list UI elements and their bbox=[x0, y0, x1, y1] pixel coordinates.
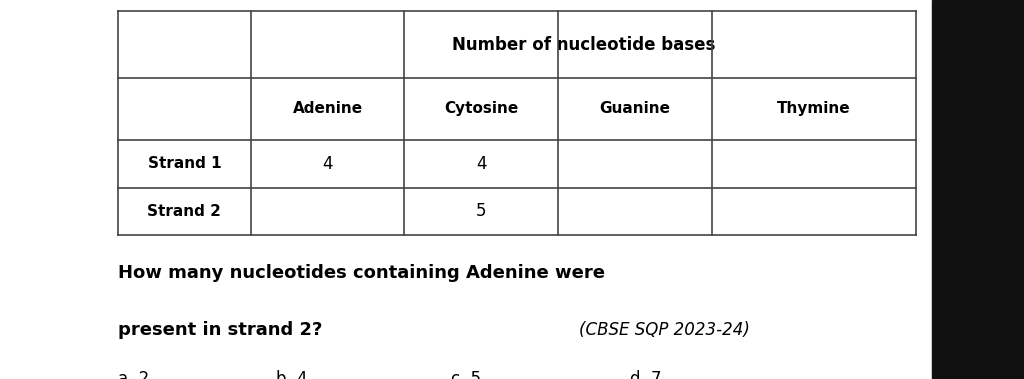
Text: Thymine: Thymine bbox=[777, 102, 851, 116]
Text: 5: 5 bbox=[476, 202, 486, 220]
Text: 4: 4 bbox=[476, 155, 486, 173]
Text: Cytosine: Cytosine bbox=[444, 102, 518, 116]
Text: c. 5: c. 5 bbox=[451, 370, 480, 379]
Text: (CBSE SQP 2023-24): (CBSE SQP 2023-24) bbox=[579, 321, 750, 339]
Text: a. 2: a. 2 bbox=[118, 370, 150, 379]
Text: d. 7: d. 7 bbox=[630, 370, 662, 379]
Text: b. 4: b. 4 bbox=[276, 370, 308, 379]
Text: Guanine: Guanine bbox=[599, 102, 671, 116]
Text: present in strand 2?: present in strand 2? bbox=[118, 321, 323, 339]
Text: Strand 1: Strand 1 bbox=[147, 157, 221, 171]
Text: Adenine: Adenine bbox=[293, 102, 362, 116]
Text: Number of nucleotide bases: Number of nucleotide bases bbox=[452, 36, 716, 53]
Text: Strand 2: Strand 2 bbox=[147, 204, 221, 219]
Text: How many nucleotides containing Adenine were: How many nucleotides containing Adenine … bbox=[118, 264, 605, 282]
Text: 4: 4 bbox=[323, 155, 333, 173]
